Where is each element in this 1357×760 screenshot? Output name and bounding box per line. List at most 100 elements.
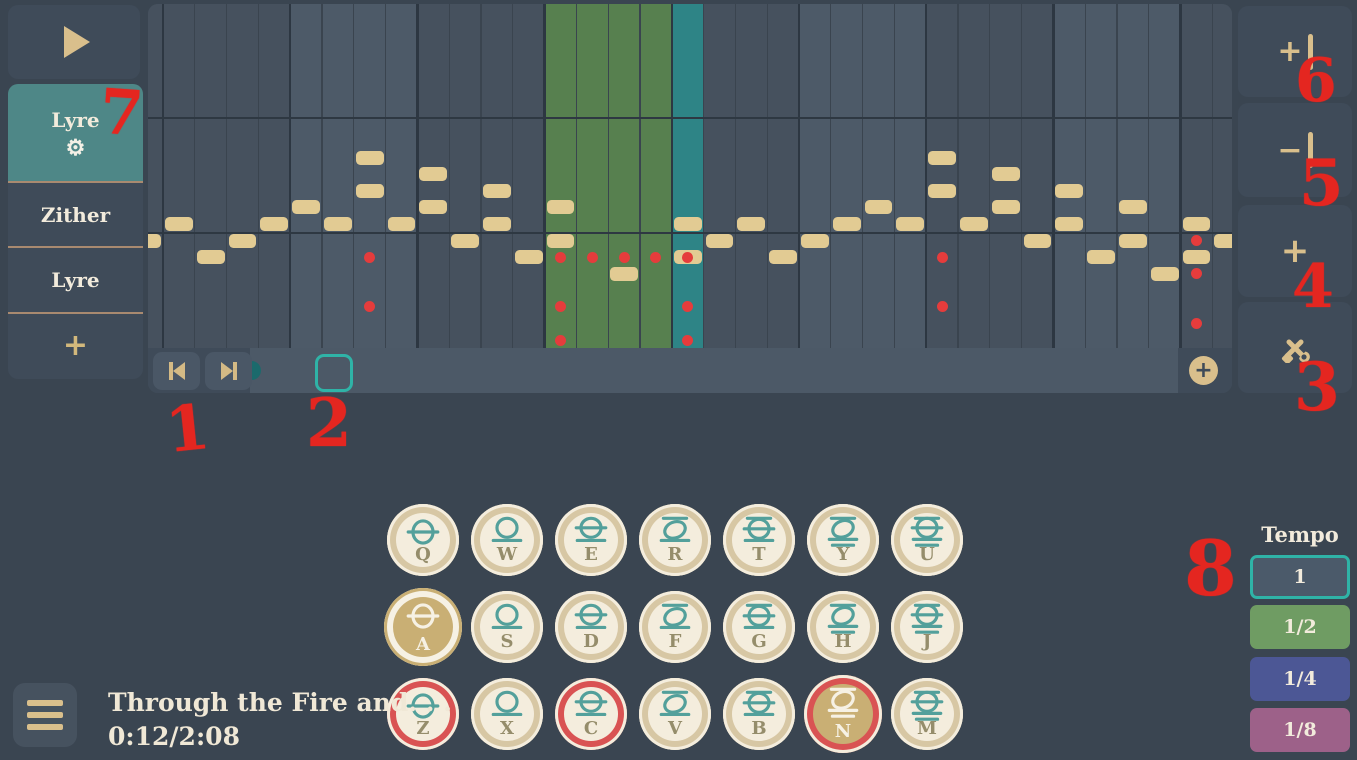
note[interactable] (1182, 250, 1211, 265)
grid-column[interactable] (353, 4, 386, 348)
ornament-dot[interactable] (682, 334, 694, 346)
grid-column[interactable] (894, 4, 927, 348)
key-J[interactable]: J (891, 591, 963, 663)
note[interactable] (292, 200, 320, 215)
note[interactable] (1119, 233, 1147, 248)
note[interactable] (1119, 200, 1147, 215)
track-tile-zither-1[interactable]: Zither (8, 183, 143, 246)
key-C[interactable]: C (555, 678, 627, 750)
ornament-dot[interactable] (650, 251, 662, 263)
key-U[interactable]: U (891, 504, 963, 576)
grid-column[interactable] (163, 4, 195, 348)
ornament-dot[interactable] (364, 301, 376, 313)
menu-button[interactable] (13, 683, 77, 747)
note[interactable] (1087, 250, 1115, 265)
grid-column[interactable] (958, 4, 990, 348)
ornament-dot[interactable] (682, 301, 694, 313)
grid-column[interactable] (799, 4, 831, 348)
note[interactable] (673, 216, 702, 231)
add-measure-button[interactable]: + (1238, 6, 1352, 97)
grid-column[interactable] (862, 4, 895, 348)
note[interactable] (928, 150, 956, 165)
key-V[interactable]: V (639, 678, 711, 750)
note[interactable] (148, 233, 161, 248)
note[interactable] (801, 233, 829, 248)
key-A[interactable]: A (384, 588, 462, 666)
key-T[interactable]: T (723, 504, 795, 576)
key-Z[interactable]: Z (387, 678, 459, 750)
grid-column[interactable] (926, 4, 958, 348)
playhead-column[interactable] (671, 4, 704, 348)
key-G[interactable]: G (723, 591, 795, 663)
grid-column[interactable] (385, 4, 418, 348)
note[interactable] (1214, 233, 1232, 248)
note[interactable] (483, 216, 511, 231)
key-R[interactable]: R (639, 504, 711, 576)
note[interactable] (928, 183, 956, 198)
note[interactable] (864, 200, 893, 215)
note[interactable] (451, 233, 479, 248)
grid-column[interactable] (290, 4, 322, 348)
grid-column[interactable] (830, 4, 863, 348)
position-marker[interactable] (315, 354, 353, 392)
key-E[interactable]: E (555, 504, 627, 576)
key-B[interactable]: B (723, 678, 795, 750)
grid-column[interactable] (1053, 4, 1086, 348)
grid-column[interactable] (226, 4, 259, 348)
add-track-button[interactable]: + (8, 314, 143, 377)
track-settings-gear-icon[interactable]: ⚙ (65, 134, 86, 161)
grid-column[interactable] (735, 4, 768, 348)
piano-roll-grid[interactable] (148, 4, 1232, 348)
key-X[interactable]: X (471, 678, 543, 750)
note[interactable] (387, 216, 416, 231)
grid-column[interactable] (767, 4, 799, 348)
ornament-dot[interactable] (364, 251, 376, 263)
key-H[interactable]: H (807, 591, 879, 663)
note[interactable] (832, 216, 861, 231)
grid-column[interactable] (481, 4, 513, 348)
key-Y[interactable]: Y (807, 504, 879, 576)
ornament-dot[interactable] (586, 251, 598, 263)
grid-column[interactable] (322, 4, 354, 348)
scrollbar-thumb[interactable] (251, 361, 261, 380)
ornament-dot[interactable] (1191, 235, 1202, 246)
grid-column[interactable] (1085, 4, 1117, 348)
grid-column[interactable] (194, 4, 227, 348)
note[interactable] (324, 216, 352, 231)
note[interactable] (737, 216, 766, 231)
note[interactable] (769, 250, 797, 265)
note[interactable] (165, 216, 193, 231)
grid-column[interactable] (148, 4, 163, 348)
tools-button[interactable] (1238, 302, 1352, 393)
note[interactable] (991, 167, 1020, 182)
note[interactable] (228, 233, 257, 248)
grid-column[interactable] (1212, 4, 1232, 348)
ornament-dot[interactable] (555, 251, 566, 263)
remove-measure-button[interactable]: − (1238, 103, 1352, 197)
note[interactable] (610, 266, 638, 281)
ornament-dot[interactable] (1191, 318, 1202, 329)
note[interactable] (419, 167, 448, 182)
note[interactable] (260, 216, 289, 231)
key-M[interactable]: M (891, 678, 963, 750)
scrollbar-track[interactable] (250, 348, 1178, 393)
note[interactable] (1023, 233, 1052, 248)
grid-column[interactable] (258, 4, 291, 348)
ornament-dot[interactable] (618, 251, 630, 263)
note[interactable] (355, 183, 384, 198)
grid-column[interactable] (1148, 4, 1181, 348)
key-N[interactable]: N (804, 675, 882, 753)
note[interactable] (705, 233, 734, 248)
ornament-dot[interactable] (936, 301, 948, 313)
ornament-dot[interactable] (555, 334, 566, 346)
key-Q[interactable]: Q (387, 504, 459, 576)
track-tile-lyre-0[interactable]: Lyre ⚙ (8, 84, 143, 181)
ornament-dot[interactable] (555, 301, 566, 313)
tempo-option-1[interactable]: 1 (1250, 555, 1350, 599)
note[interactable] (514, 250, 543, 265)
note[interactable] (1055, 183, 1084, 198)
skip-to-start-button[interactable] (153, 352, 200, 390)
note[interactable] (1182, 216, 1211, 231)
grid-column[interactable] (1180, 4, 1213, 348)
note[interactable] (1055, 216, 1084, 231)
